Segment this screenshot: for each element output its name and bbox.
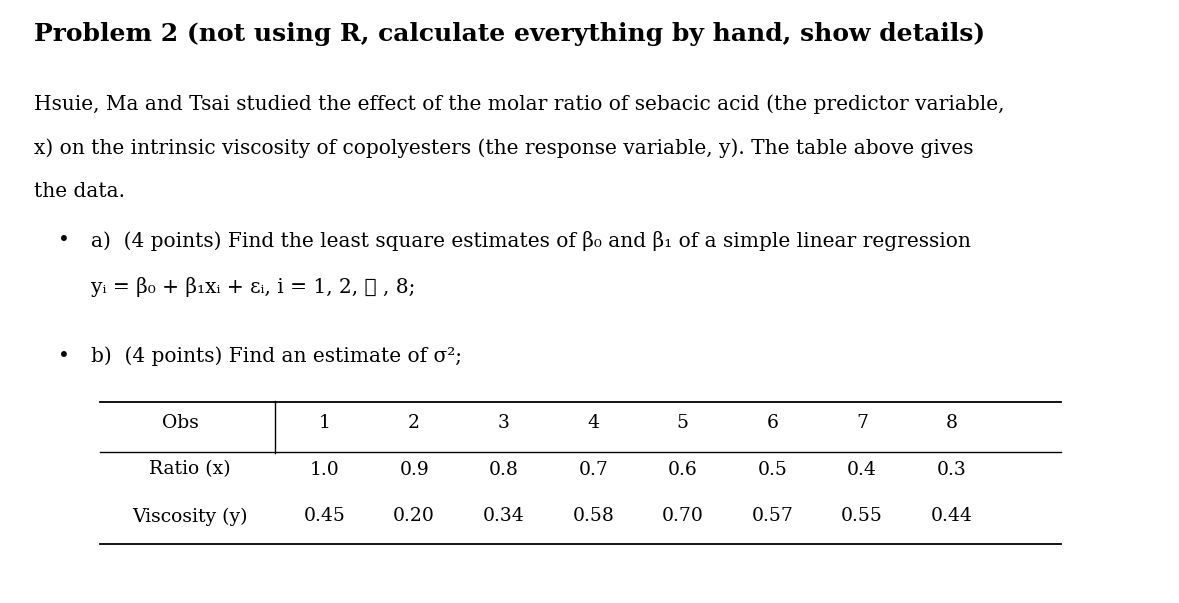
Text: 0.4: 0.4	[847, 461, 877, 479]
Text: 4: 4	[587, 414, 599, 432]
Text: 0.58: 0.58	[572, 507, 614, 525]
Text: 0.44: 0.44	[930, 507, 973, 525]
Text: 0.34: 0.34	[483, 507, 525, 525]
Text: 0.6: 0.6	[668, 461, 698, 479]
Text: 5: 5	[677, 414, 689, 432]
Text: 0.20: 0.20	[394, 507, 435, 525]
Text: a)  (4 points) Find the least square estimates of β₀ and β₁ of a simple linear r: a) (4 points) Find the least square esti…	[91, 232, 970, 251]
Text: 6: 6	[766, 414, 778, 432]
Text: Problem 2 (not using R, calculate everything by hand, show details): Problem 2 (not using R, calculate everyt…	[34, 22, 986, 46]
Text: 7: 7	[856, 414, 868, 432]
Text: 0.5: 0.5	[757, 461, 788, 479]
Text: 8: 8	[946, 414, 957, 432]
Text: b)  (4 points) Find an estimate of σ²;: b) (4 points) Find an estimate of σ²;	[91, 347, 462, 366]
Text: Ratio (x): Ratio (x)	[149, 461, 231, 479]
Text: 0.7: 0.7	[579, 461, 608, 479]
Text: 0.55: 0.55	[841, 507, 883, 525]
Text: 1.0: 1.0	[310, 461, 340, 479]
Text: x) on the intrinsic viscosity of copolyesters (the response variable, y). The ta: x) on the intrinsic viscosity of copolye…	[34, 138, 974, 158]
Text: 1: 1	[318, 414, 330, 432]
Text: yᵢ = β₀ + β₁xᵢ + εᵢ, i = 1, 2, ⋯ , 8;: yᵢ = β₀ + β₁xᵢ + εᵢ, i = 1, 2, ⋯ , 8;	[91, 277, 415, 297]
Text: 0.70: 0.70	[661, 507, 704, 525]
Text: 2: 2	[408, 414, 420, 432]
Text: •: •	[58, 232, 70, 250]
Text: Viscosity (y): Viscosity (y)	[132, 507, 248, 526]
Text: 0.9: 0.9	[400, 461, 429, 479]
Text: Obs: Obs	[163, 414, 199, 432]
Text: the data.: the data.	[34, 182, 125, 201]
Text: 0.57: 0.57	[751, 507, 793, 525]
Text: 0.45: 0.45	[304, 507, 345, 525]
Text: •: •	[58, 347, 70, 365]
Text: Hsuie, Ma and Tsai studied the effect of the molar ratio of sebacic acid (the pr: Hsuie, Ma and Tsai studied the effect of…	[34, 95, 1005, 114]
Text: 0.3: 0.3	[936, 461, 967, 479]
Text: 0.8: 0.8	[489, 461, 519, 479]
Text: 3: 3	[498, 414, 509, 432]
